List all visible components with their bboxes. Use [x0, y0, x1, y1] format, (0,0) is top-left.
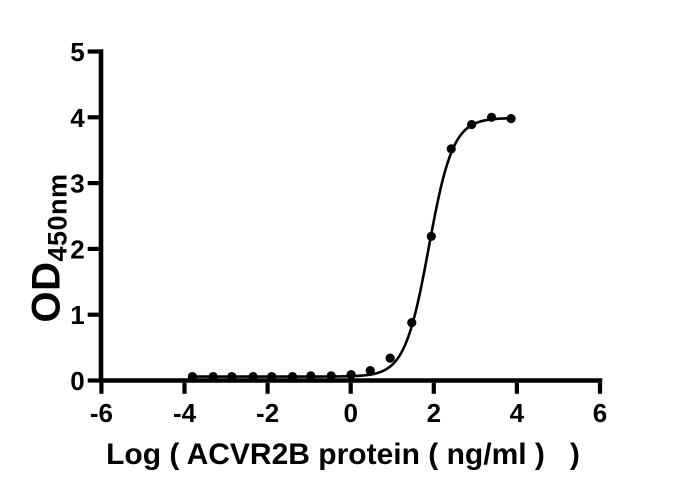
data-point: [187, 371, 197, 382]
data-point: [467, 119, 477, 130]
y-axis-tick-label: 2: [70, 234, 84, 264]
data-point: [208, 371, 218, 382]
y-axis-title: OD450nm: [24, 173, 73, 323]
x-axis-tick-label: 6: [593, 398, 607, 428]
y-axis-tick-label: 5: [70, 37, 84, 67]
x-axis-tick-label: 2: [427, 398, 441, 428]
x-axis-tick-label: -4: [173, 398, 197, 428]
y-axis-tick-label: 0: [70, 366, 84, 396]
data-point: [227, 371, 237, 382]
data-point: [287, 371, 298, 382]
data-point: [267, 371, 277, 382]
data-point: [385, 353, 395, 363]
data-point: [346, 369, 356, 380]
data-point: [506, 114, 516, 124]
data-point: [407, 318, 417, 328]
data-point: [326, 371, 336, 381]
y-axis-tick-label: 3: [70, 169, 84, 199]
data-point: [365, 366, 375, 376]
x-axis-tick-label: -6: [90, 398, 113, 428]
x-axis-tick-label: 0: [343, 398, 357, 428]
data-point: [486, 112, 497, 122]
data-point: [446, 144, 456, 154]
y-axis-title-main: OD: [24, 261, 69, 323]
y-axis-tick-label: 1: [70, 300, 84, 330]
y-axis-title-subscript: 450nm: [42, 173, 73, 262]
fit-curve: [192, 116, 512, 378]
data-point: [306, 371, 316, 381]
data-point: [426, 231, 436, 241]
data-point: [248, 371, 258, 382]
x-axis-tick-label: -2: [256, 398, 279, 428]
y-axis-tick-label: 4: [70, 103, 85, 133]
x-axis-title: Log ( ACVR2B protein ( ng/ml ) ): [106, 438, 580, 471]
x-axis-tick-label: 4: [510, 398, 525, 428]
